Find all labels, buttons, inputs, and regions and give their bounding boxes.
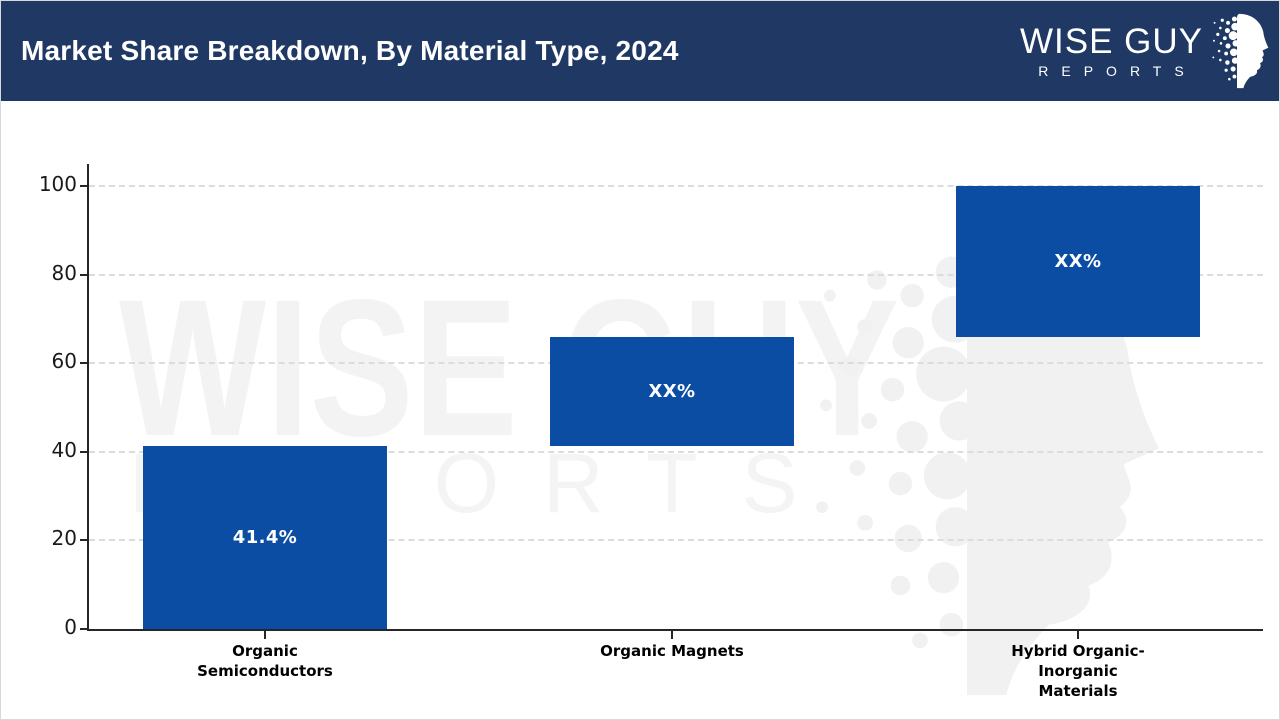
y-axis-tick bbox=[80, 450, 88, 453]
y-axis-line bbox=[87, 164, 89, 631]
category-label: Hybrid Organic- Inorganic Materials bbox=[938, 641, 1218, 701]
header-bar: Market Share Breakdown, By Material Type… bbox=[1, 1, 1279, 101]
wise-guy-reports-logo: WISE GUY REPORTS bbox=[1020, 8, 1269, 94]
y-axis-tick bbox=[80, 273, 88, 276]
gridline bbox=[89, 273, 1263, 276]
category-label-line: Hybrid Organic- bbox=[1011, 642, 1145, 660]
bar-value-label: XX% bbox=[648, 380, 696, 402]
y-axis-tick bbox=[80, 539, 88, 542]
bar-value-label: XX% bbox=[1054, 250, 1102, 272]
bar-segment: XX% bbox=[550, 336, 794, 446]
y-tick-label: 20 bbox=[51, 526, 77, 551]
category-label-line: Organic bbox=[232, 642, 298, 660]
category-label-line: Semiconductors bbox=[197, 662, 333, 680]
category-label-line: Organic Magnets bbox=[600, 642, 744, 660]
y-tick-label: 0 bbox=[64, 615, 77, 639]
x-axis-tick bbox=[671, 631, 673, 639]
gridline bbox=[89, 450, 1263, 453]
bar-value-label: 41.4% bbox=[232, 526, 298, 548]
x-axis-tick bbox=[264, 631, 266, 639]
gridline bbox=[89, 539, 1263, 542]
logo-line1: WISE GUY bbox=[1019, 21, 1203, 61]
y-axis-tick bbox=[80, 185, 88, 187]
category-label-line: Materials bbox=[1038, 682, 1118, 700]
gridline bbox=[89, 185, 1263, 187]
logo-line2: REPORTS bbox=[1038, 62, 1197, 79]
x-axis-line bbox=[87, 629, 1263, 631]
page-title: Market Share Breakdown, By Material Type… bbox=[21, 35, 679, 66]
bar-segment: XX% bbox=[956, 186, 1200, 337]
y-tick-label: 60 bbox=[51, 349, 77, 374]
category-label: Organic Magnets bbox=[532, 641, 812, 661]
y-tick-label: 40 bbox=[51, 437, 77, 462]
category-label: Organic Semiconductors bbox=[125, 641, 405, 681]
x-axis-tick bbox=[1077, 631, 1079, 639]
y-tick-label: 80 bbox=[51, 260, 77, 285]
y-axis-tick bbox=[80, 362, 88, 365]
logo-wordmark: WISE GUY REPORTS bbox=[1020, 24, 1203, 79]
y-tick-label: 100 bbox=[38, 172, 77, 196]
bar-segment: 41.4% bbox=[143, 445, 387, 629]
head-profile-dots-icon bbox=[1212, 13, 1269, 89]
category-label-line: Inorganic bbox=[1038, 662, 1118, 680]
y-axis-tick bbox=[80, 628, 88, 630]
